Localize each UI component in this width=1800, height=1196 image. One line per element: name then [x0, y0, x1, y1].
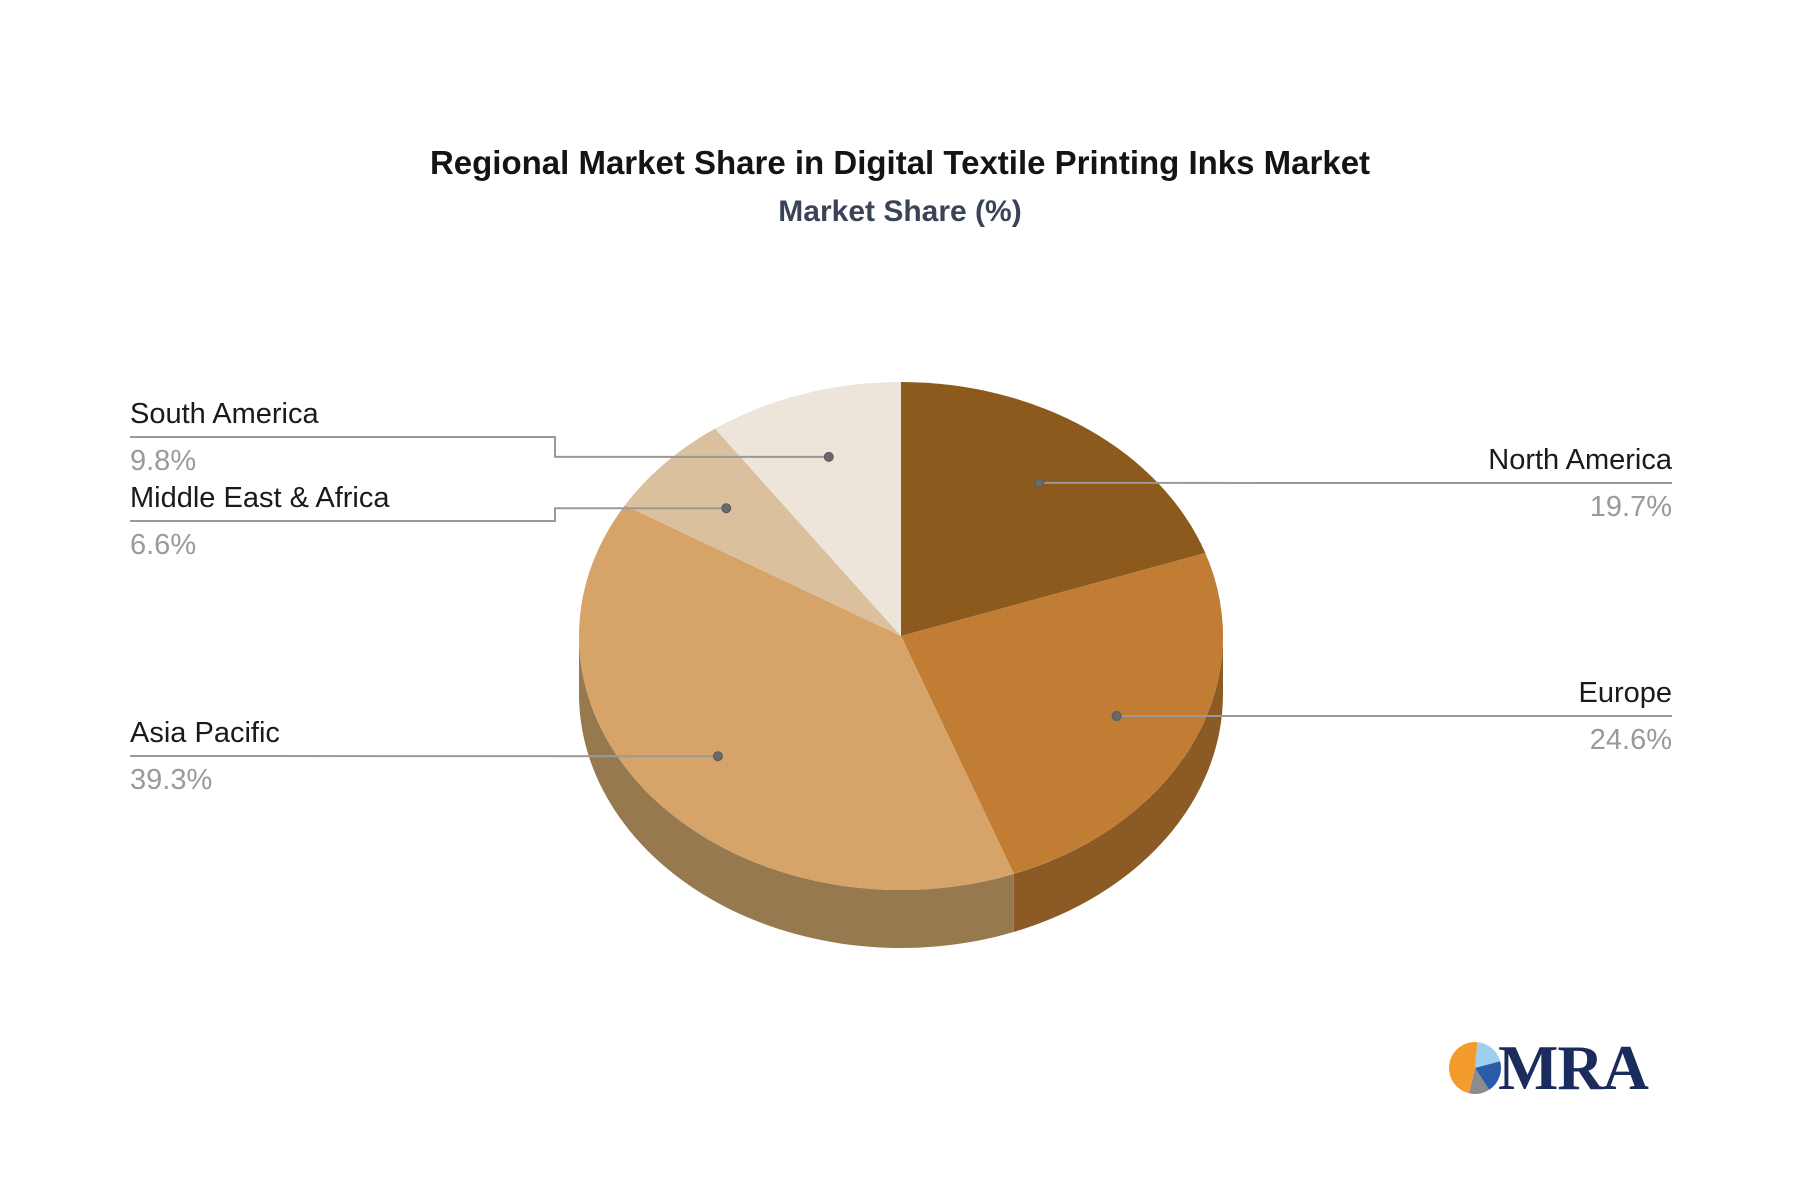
logo-text: MRA	[1498, 1032, 1649, 1103]
pie-slice-middle-east-africa[interactable]	[624, 428, 901, 636]
logo: MRA	[1448, 1032, 1649, 1103]
chart-subtitle: Market Share (%)	[778, 195, 1022, 228]
leader-dot-asia-pacific	[712, 751, 723, 762]
leader-dot-south-america	[823, 451, 834, 462]
logo-pie-slice-dark-blue	[1475, 1061, 1501, 1090]
leader-dot-north-america	[1034, 477, 1045, 488]
leader-line-middle-east-africa	[130, 507, 727, 522]
slice-label-asia-pacific: Asia Pacific	[130, 717, 280, 749]
slice-label-south-america: South America	[130, 398, 319, 430]
slice-value-middle-east-africa: 6.6%	[130, 529, 197, 561]
slice-value-europe: 24.6%	[1589, 724, 1672, 756]
logo-pie-slice-light-blue	[1475, 1042, 1501, 1068]
pie-slice-side-asia-pacific	[579, 636, 1014, 948]
slice-label-north-america: North America	[1488, 444, 1672, 476]
logo-pie-slice-gray	[1469, 1068, 1490, 1094]
slice-label-middle-east-africa: Middle East & Africa	[130, 482, 390, 514]
pie-slice-south-america[interactable]	[715, 382, 901, 636]
leader-line-south-america	[130, 436, 829, 458]
leader-dot-middle-east-africa	[721, 503, 732, 514]
pie-slice-north-america[interactable]	[901, 382, 1206, 636]
chart-title: Regional Market Share in Digital Textile…	[429, 144, 1371, 181]
pie-slice-side-europe	[1013, 636, 1223, 932]
logo-pie-slice-orange	[1449, 1042, 1478, 1094]
slice-value-south-america: 9.8%	[130, 445, 197, 477]
slice-label-europe: Europe	[1578, 677, 1672, 709]
logo-pie-icon	[1449, 1042, 1501, 1094]
slice-value-north-america: 19.7%	[1589, 491, 1672, 523]
slice-value-asia-pacific: 39.3%	[130, 764, 213, 796]
pie-slice-asia-pacific[interactable]	[579, 505, 1014, 890]
pie-slice-europe[interactable]	[901, 552, 1223, 874]
leader-dot-europe	[1111, 711, 1122, 722]
